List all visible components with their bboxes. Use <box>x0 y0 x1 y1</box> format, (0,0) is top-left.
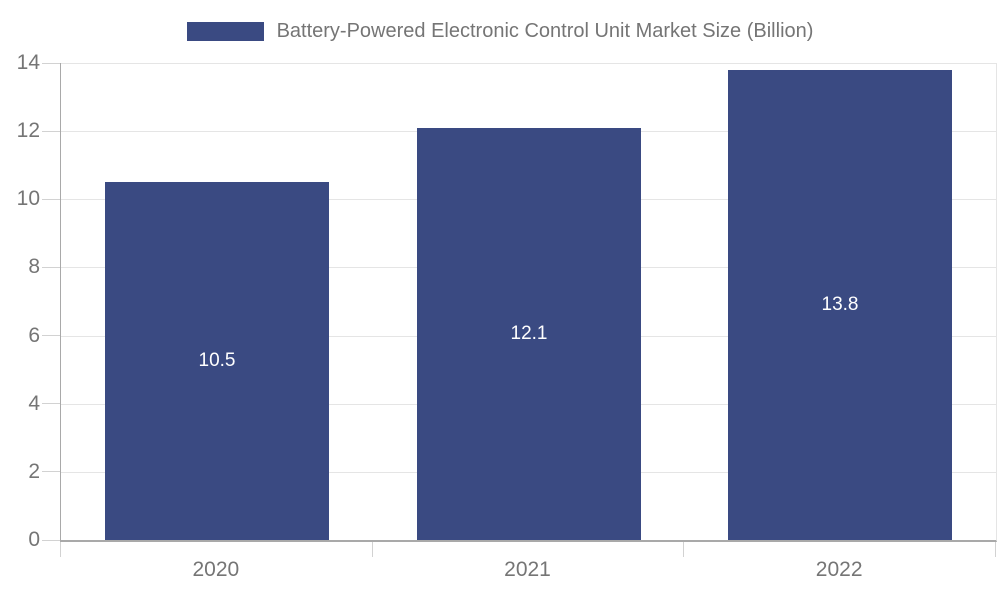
y-axis-tick <box>42 403 60 405</box>
y-axis-tick <box>42 539 60 541</box>
bar: 10.5 <box>105 182 329 540</box>
y-axis-tick <box>42 335 60 337</box>
legend-label: Battery-Powered Electronic Control Unit … <box>276 20 814 42</box>
legend-swatch <box>186 21 264 41</box>
x-axis-tick <box>995 542 996 557</box>
bar-value-label: 10.5 <box>198 350 236 372</box>
y-tick-label: 2 <box>28 459 40 483</box>
y-axis-tick <box>42 198 60 200</box>
x-axis-tick <box>683 542 685 557</box>
bar: 12.1 <box>417 127 641 540</box>
x-axis-tick <box>60 542 61 557</box>
bar-value-label: 13.8 <box>821 293 859 315</box>
gridline <box>61 63 996 64</box>
y-tick-label: 0 <box>28 528 40 551</box>
plot-area: 10.5 12.1 13.8 <box>60 63 997 542</box>
y-axis-tick <box>42 266 60 268</box>
x-tick-label: 2021 <box>504 558 551 581</box>
x-tick-label: 2022 <box>815 558 863 581</box>
y-tick-label: 10 <box>16 187 40 211</box>
x-tick-label: 2020 <box>192 558 240 581</box>
y-axis-tick <box>42 62 60 64</box>
x-axis-tick <box>371 542 373 557</box>
y-axis-tick <box>42 471 60 473</box>
bar-value-label: 12.1 <box>510 322 548 344</box>
y-tick-label: 12 <box>16 119 40 143</box>
y-axis-tick <box>42 130 60 132</box>
y-tick-label: 14 <box>16 51 40 74</box>
bar: 13.8 <box>728 69 952 540</box>
y-tick-label: 6 <box>28 323 40 347</box>
y-tick-label: 4 <box>28 391 40 415</box>
legend: Battery-Powered Electronic Control Unit … <box>0 16 1000 46</box>
y-tick-label: 8 <box>28 255 40 279</box>
